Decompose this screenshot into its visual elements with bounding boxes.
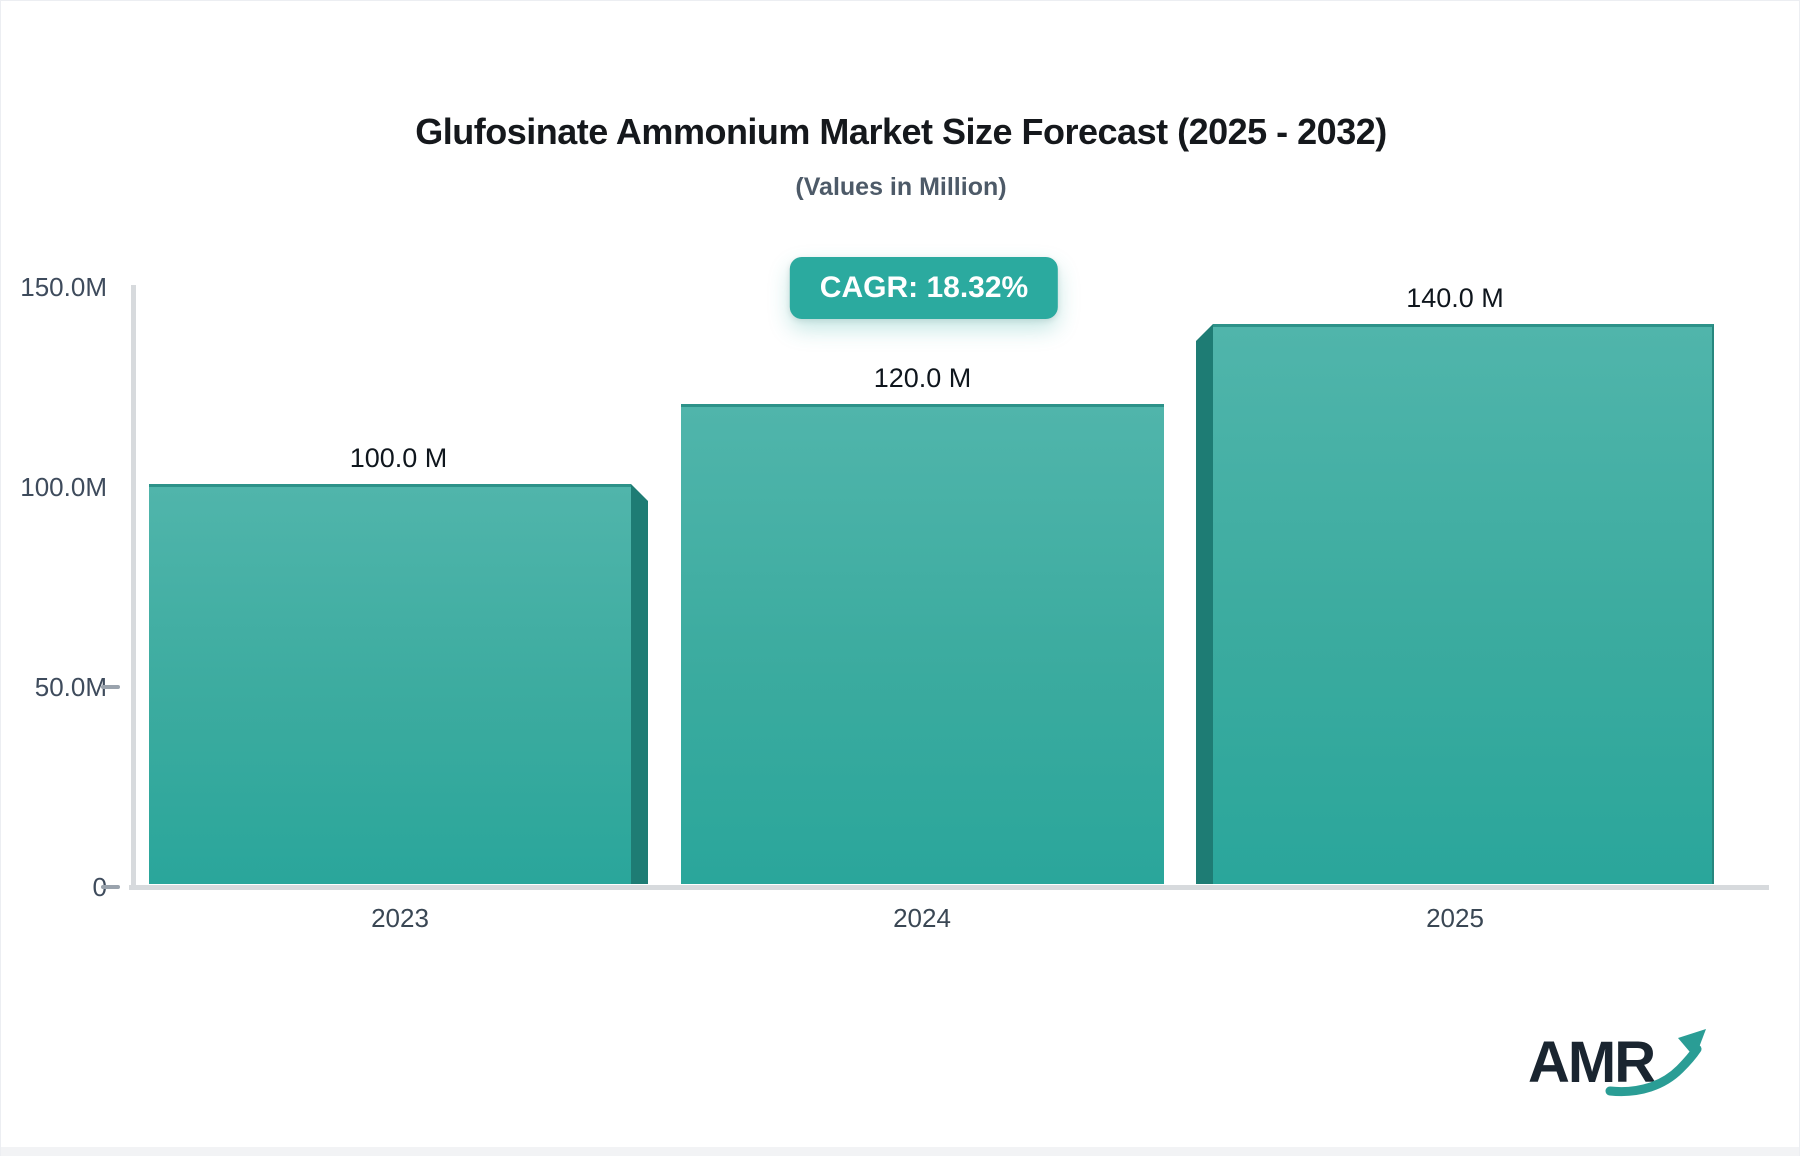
y-axis-line — [131, 285, 136, 890]
amr-logo: AMR — [1528, 1029, 1718, 1109]
chart-subtitle: (Values in Million) — [795, 173, 1007, 201]
x-axis-line — [129, 885, 1769, 890]
y-axis-label-100: 100.0M — [20, 472, 107, 502]
bar-2023: 100.0 M — [149, 443, 648, 884]
y-axis-label-0: 0 — [92, 872, 107, 902]
y-axis-tick — [101, 685, 120, 689]
y-axis-tick — [101, 885, 120, 889]
growth-arrow-icon — [1605, 1029, 1706, 1097]
cagr-badge: CAGR: 18.32% — [789, 257, 1059, 319]
bar-value-label: 100.0 M — [349, 443, 448, 473]
bar-face — [681, 404, 1164, 884]
bar-face — [149, 484, 631, 884]
amr-logo-text: AMR — [1528, 1030, 1656, 1095]
bar-2024: 120.0 M — [681, 363, 1164, 884]
bar-value-label: 120.0 M — [873, 363, 972, 393]
x-axis-label-2024: 2024 — [893, 903, 951, 933]
x-axis-label-2023: 2023 — [371, 903, 429, 933]
bar-3d-side — [631, 484, 648, 884]
page-bottom-strip — [1, 1147, 1799, 1156]
bar-2025: 140.0 M — [1196, 283, 1714, 884]
y-axis-label-150: 150.0M — [20, 272, 107, 302]
bar-value-label: 140.0 M — [1406, 283, 1504, 313]
bar-face — [1213, 324, 1714, 884]
chart-title: Glufosinate Ammonium Market Size Forecas… — [415, 111, 1387, 152]
y-axis-label-50: 50.0M — [34, 672, 107, 702]
x-axis-label-2025: 2025 — [1426, 903, 1484, 933]
bar-3d-side — [1196, 324, 1213, 884]
